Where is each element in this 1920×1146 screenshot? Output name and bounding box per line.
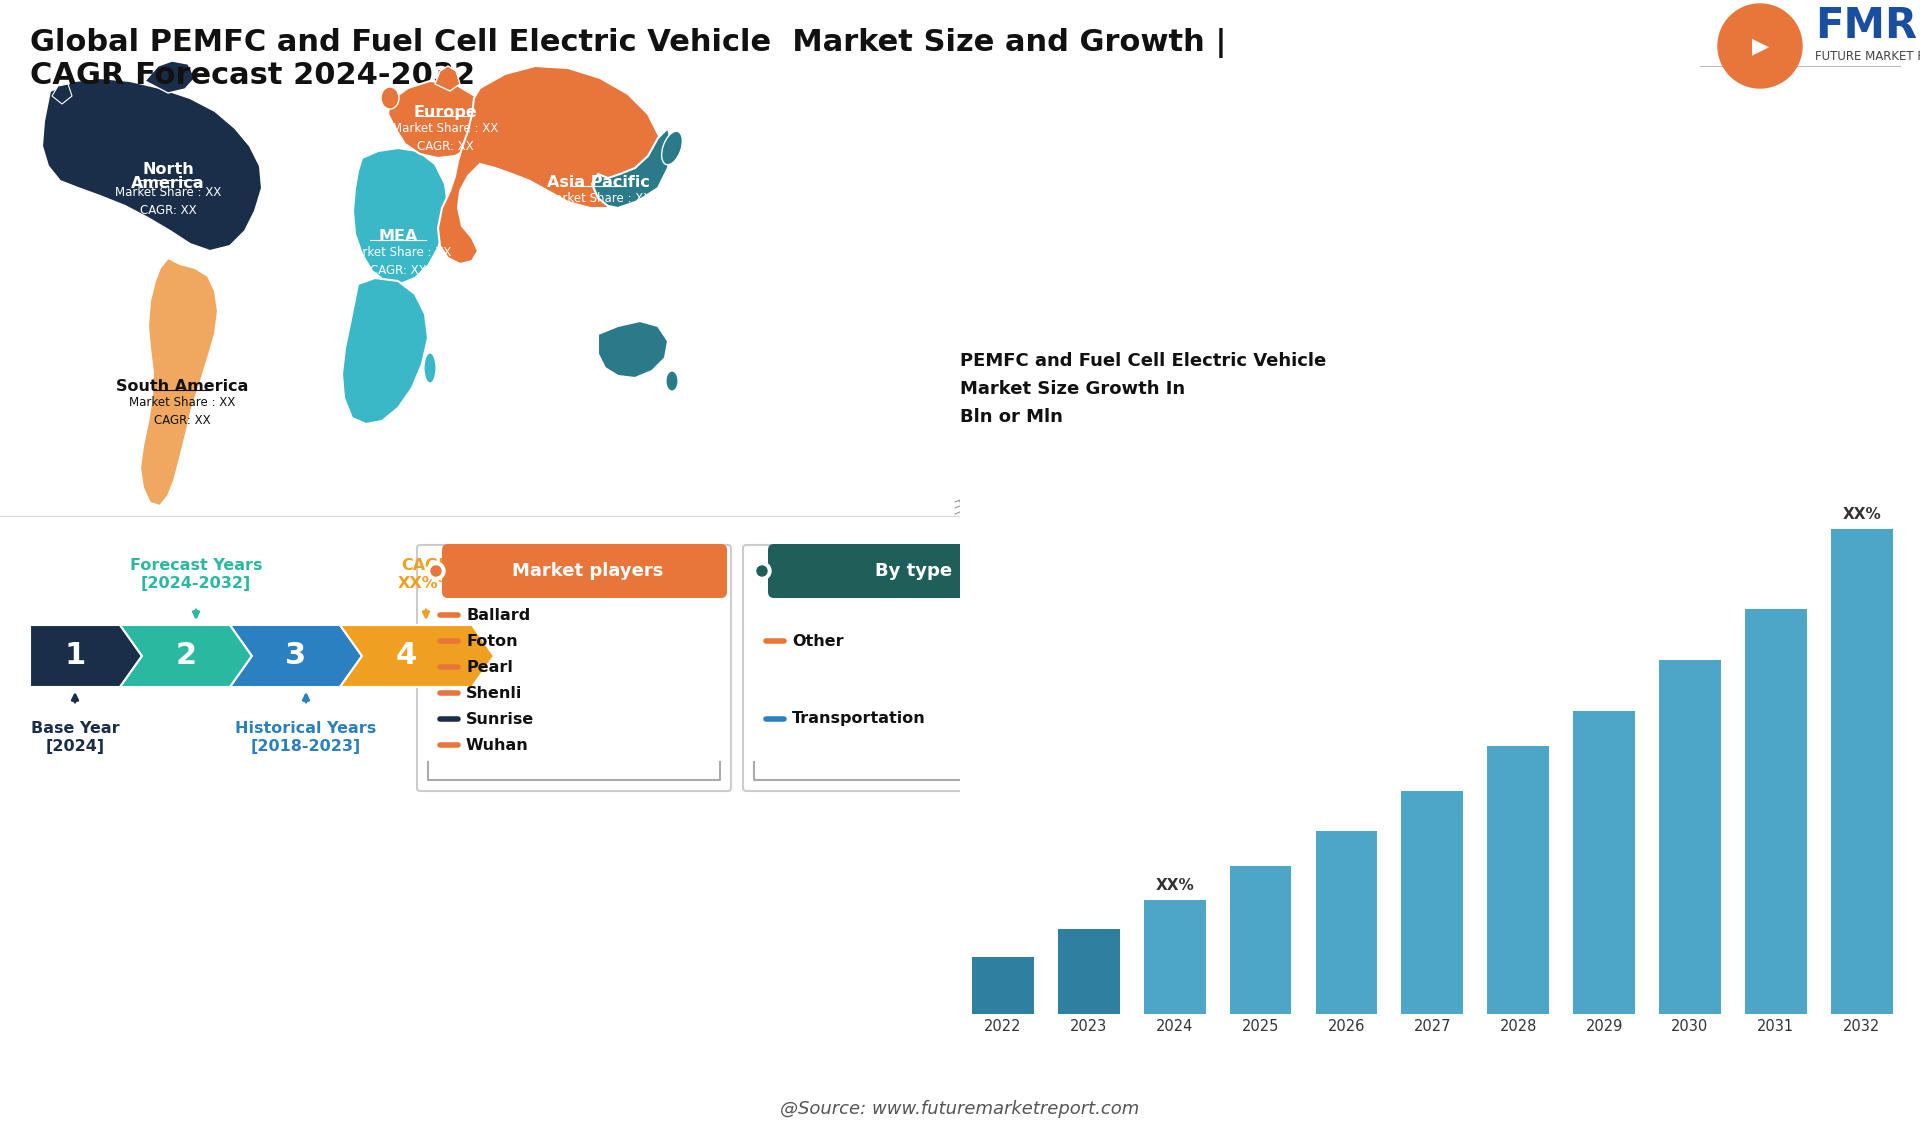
Text: XX%: XX%: [1843, 507, 1882, 521]
Text: Forecast Years: Forecast Years: [131, 558, 263, 573]
Text: America: America: [131, 176, 205, 191]
Bar: [1659, 660, 1720, 1014]
Bar: [1402, 792, 1463, 1014]
Text: FMR: FMR: [1814, 5, 1918, 47]
Text: Market Share : XX
CAGR: XX: Market Share : XX CAGR: XX: [115, 186, 221, 217]
Text: Market players: Market players: [513, 562, 664, 580]
Circle shape: [753, 562, 772, 580]
Polygon shape: [597, 321, 668, 378]
Text: Foton: Foton: [467, 634, 518, 649]
Polygon shape: [340, 625, 493, 686]
Polygon shape: [119, 625, 252, 686]
Bar: [1058, 928, 1119, 1014]
Polygon shape: [31, 625, 142, 686]
Text: XX%%: XX%%: [397, 576, 455, 591]
Text: Market Share : XX
CAGR: XX: Market Share : XX CAGR: XX: [346, 246, 451, 277]
Bar: [1488, 746, 1549, 1014]
FancyBboxPatch shape: [1069, 545, 1382, 791]
Circle shape: [1718, 3, 1803, 88]
Ellipse shape: [380, 87, 399, 109]
Polygon shape: [52, 84, 73, 104]
Polygon shape: [591, 128, 672, 209]
Text: By type: By type: [876, 562, 952, 580]
Bar: [1315, 831, 1377, 1014]
Text: [2024]: [2024]: [46, 739, 104, 754]
Text: CAGR: CAGR: [401, 558, 451, 573]
Circle shape: [756, 566, 766, 576]
Text: FUTURE MARKET REPORT: FUTURE MARKET REPORT: [1814, 49, 1920, 63]
Polygon shape: [353, 148, 447, 284]
Polygon shape: [436, 66, 461, 91]
Text: Market Share : XX
CAGR: XX: Market Share : XX CAGR: XX: [545, 193, 651, 223]
Circle shape: [426, 562, 445, 580]
Text: 1: 1: [65, 642, 86, 670]
Ellipse shape: [662, 132, 682, 165]
Polygon shape: [438, 66, 660, 264]
Circle shape: [430, 566, 442, 576]
Bar: [972, 957, 1033, 1014]
Text: Sunrise: Sunrise: [467, 712, 534, 727]
Text: ▶: ▶: [1751, 36, 1768, 56]
Text: Market Share : XX
CAGR: XX: Market Share : XX CAGR: XX: [392, 121, 497, 154]
Text: MEA: MEA: [378, 229, 419, 244]
Text: Base Year: Base Year: [31, 721, 119, 736]
Bar: [1832, 528, 1893, 1014]
Text: Historical Years: Historical Years: [236, 721, 376, 736]
Bar: [1572, 712, 1636, 1014]
Text: Asia Pacific: Asia Pacific: [547, 175, 649, 190]
FancyBboxPatch shape: [417, 545, 732, 791]
Polygon shape: [342, 278, 428, 424]
Text: Automotive: Automotive: [1117, 634, 1223, 649]
Text: Pearl: Pearl: [467, 659, 513, 675]
Text: Shenli: Shenli: [467, 685, 522, 700]
Text: Ballard: Ballard: [467, 607, 530, 622]
Bar: [1745, 609, 1807, 1014]
Text: XX%: XX%: [1156, 878, 1194, 893]
Text: [2018-2023]: [2018-2023]: [252, 739, 361, 754]
Text: South America: South America: [115, 379, 248, 394]
Bar: [1229, 865, 1292, 1014]
Text: PEMFC and Fuel Cell Electric Vehicle
Market Size Growth In
Bln or Mln: PEMFC and Fuel Cell Electric Vehicle Mar…: [960, 352, 1327, 426]
Text: 3: 3: [286, 642, 307, 670]
Ellipse shape: [666, 371, 678, 391]
Text: [2024-2032]: [2024-2032]: [140, 576, 252, 591]
Bar: [1144, 900, 1206, 1014]
Text: Other: Other: [1117, 712, 1169, 727]
Text: 4: 4: [396, 642, 417, 670]
FancyBboxPatch shape: [743, 545, 1058, 791]
Text: Market Share : XX
CAGR: XX: Market Share : XX CAGR: XX: [129, 397, 234, 427]
Text: North: North: [142, 162, 194, 176]
Circle shape: [1079, 562, 1096, 580]
Text: @Source: www.futuremarketreport.com: @Source: www.futuremarketreport.com: [780, 1100, 1140, 1118]
Circle shape: [1083, 566, 1092, 576]
Text: ✂: ✂: [950, 499, 970, 513]
Ellipse shape: [424, 353, 436, 383]
Text: Other: Other: [791, 634, 843, 649]
Text: CAGR Forecast 2024-2032: CAGR Forecast 2024-2032: [31, 61, 474, 91]
Text: Europe: Europe: [413, 105, 476, 120]
Text: 2: 2: [175, 642, 196, 670]
Polygon shape: [42, 78, 261, 251]
FancyBboxPatch shape: [1094, 544, 1379, 598]
FancyBboxPatch shape: [768, 544, 1052, 598]
Polygon shape: [230, 625, 363, 686]
FancyBboxPatch shape: [442, 544, 728, 598]
Text: Wuhan: Wuhan: [467, 738, 528, 753]
Text: Transportation: Transportation: [791, 712, 925, 727]
Polygon shape: [146, 61, 196, 93]
Text: Global PEMFC and Fuel Cell Electric Vehicle  Market Size and Growth |: Global PEMFC and Fuel Cell Electric Vehi…: [31, 28, 1227, 58]
Text: By application: By application: [1167, 562, 1311, 580]
Polygon shape: [140, 258, 219, 507]
Polygon shape: [388, 81, 486, 158]
